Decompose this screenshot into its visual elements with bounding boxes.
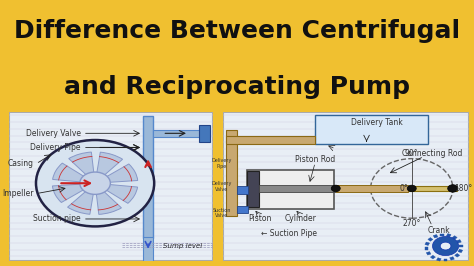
Bar	[450, 257, 454, 260]
Bar	[433, 235, 438, 238]
Circle shape	[432, 236, 458, 256]
Text: Difference Between Centrifugal: Difference Between Centrifugal	[14, 19, 460, 43]
FancyBboxPatch shape	[336, 185, 408, 192]
Text: and Reciprocating Pump: and Reciprocating Pump	[64, 75, 410, 99]
FancyBboxPatch shape	[259, 185, 341, 192]
Text: 90°: 90°	[405, 149, 419, 158]
Bar	[459, 245, 463, 247]
Text: ← Suction Pipe: ← Suction Pipe	[261, 229, 317, 238]
Circle shape	[80, 172, 110, 194]
Text: Suction
Valve: Suction Valve	[212, 207, 231, 218]
Text: Suction pipe: Suction pipe	[33, 214, 81, 223]
Text: Impeller: Impeller	[2, 189, 34, 198]
FancyBboxPatch shape	[409, 186, 457, 191]
Wedge shape	[95, 183, 137, 203]
Wedge shape	[95, 152, 123, 183]
Text: Delivery
Valve: Delivery Valve	[211, 181, 232, 192]
FancyBboxPatch shape	[237, 186, 248, 194]
FancyBboxPatch shape	[223, 112, 469, 261]
Bar	[447, 234, 451, 237]
Circle shape	[36, 140, 154, 226]
Bar	[437, 258, 441, 261]
FancyBboxPatch shape	[247, 170, 334, 209]
Text: Cylinder: Cylinder	[285, 214, 317, 223]
Text: 0°: 0°	[399, 184, 408, 193]
Text: Casing: Casing	[8, 159, 34, 168]
FancyBboxPatch shape	[226, 130, 237, 216]
Text: Delivery Tank: Delivery Tank	[351, 118, 403, 127]
FancyBboxPatch shape	[247, 171, 259, 207]
Wedge shape	[53, 183, 95, 202]
Wedge shape	[69, 152, 95, 183]
Text: 180°: 180°	[454, 184, 472, 193]
Wedge shape	[53, 163, 95, 183]
Wedge shape	[68, 183, 95, 214]
Text: Delivery
Pipe: Delivery Pipe	[211, 159, 232, 169]
Circle shape	[331, 185, 340, 192]
Bar	[425, 247, 428, 250]
Bar	[430, 255, 436, 259]
FancyBboxPatch shape	[143, 237, 153, 261]
Circle shape	[440, 242, 451, 250]
FancyBboxPatch shape	[143, 116, 153, 238]
Bar	[426, 252, 431, 255]
FancyBboxPatch shape	[226, 136, 315, 144]
FancyBboxPatch shape	[315, 115, 428, 144]
Circle shape	[407, 185, 416, 192]
Bar	[428, 238, 433, 241]
Bar	[452, 236, 457, 239]
Text: Crank: Crank	[427, 226, 450, 235]
Wedge shape	[95, 164, 138, 183]
Bar	[458, 249, 463, 253]
Bar	[444, 259, 447, 261]
FancyBboxPatch shape	[199, 125, 210, 142]
Bar	[440, 234, 444, 236]
Text: Piston Rod: Piston Rod	[295, 155, 335, 164]
Bar	[456, 240, 461, 243]
Bar	[455, 253, 460, 257]
Circle shape	[447, 185, 458, 192]
Text: Delivery Pipe: Delivery Pipe	[30, 143, 81, 152]
Text: Delivery Valve: Delivery Valve	[26, 129, 81, 138]
Text: Sump level: Sump level	[163, 243, 202, 249]
FancyBboxPatch shape	[237, 206, 248, 213]
Text: Piston: Piston	[248, 214, 272, 223]
FancyBboxPatch shape	[153, 130, 210, 137]
Bar	[425, 242, 429, 246]
Text: Connecting Rod: Connecting Rod	[402, 149, 463, 158]
Wedge shape	[95, 183, 121, 214]
FancyBboxPatch shape	[9, 112, 213, 261]
Text: 270°: 270°	[402, 219, 421, 228]
